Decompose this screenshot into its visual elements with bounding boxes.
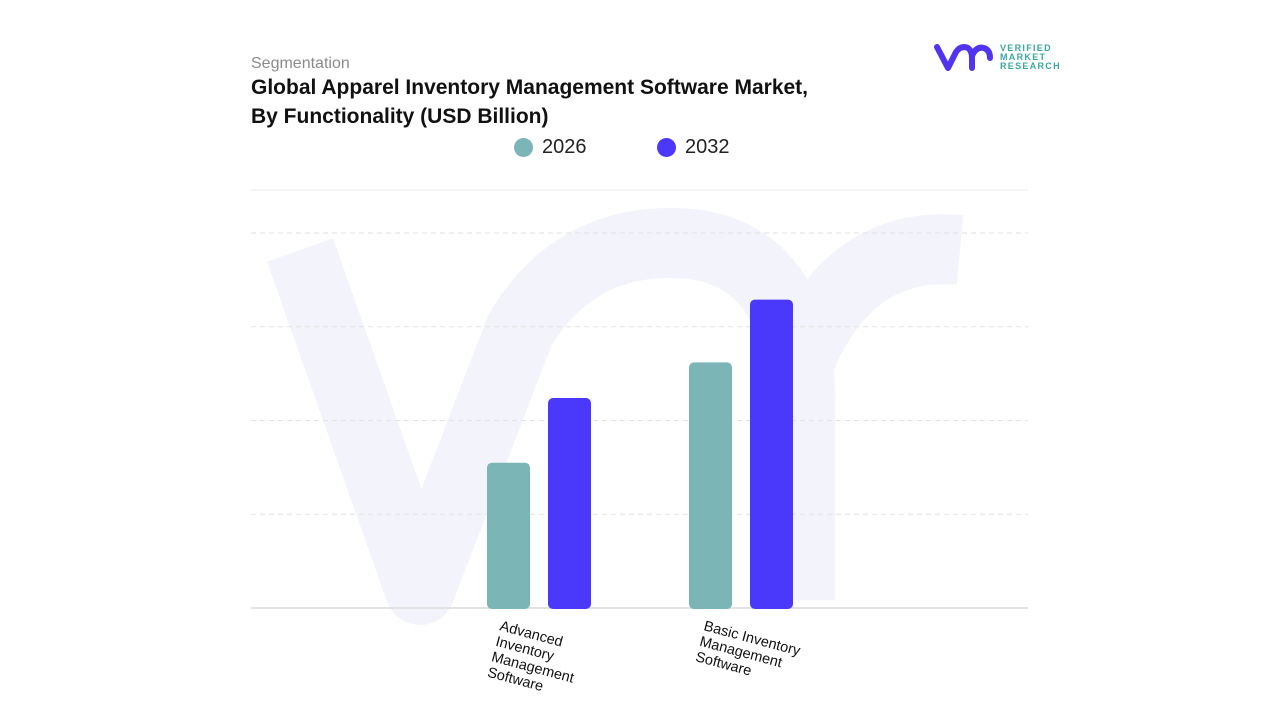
bar-2026-1 (689, 362, 732, 609)
logo-line: VERIFIED (1000, 42, 1052, 53)
segment-label: Segmentation (251, 55, 350, 72)
watermark (266, 208, 964, 625)
logo-line: RESEARCH (1000, 60, 1061, 71)
legend-item-2032: 2032 (657, 136, 730, 159)
logo-text: VERIFIED MARKET RESEARCH (1000, 42, 1061, 71)
x-tick-label: AdvancedInventoryManagementSoftware (486, 618, 584, 702)
legend-item-2026: 2026 (514, 136, 587, 159)
bar-2032-0 (548, 398, 591, 609)
legend-label: 2032 (685, 136, 730, 158)
chart-title: Global Apparel Inventory Management Soft… (251, 76, 809, 128)
bar-2032-1 (750, 299, 793, 609)
x-tick-label: Basic InventoryManagementSoftware (694, 618, 803, 690)
legend-swatch-2032 (657, 138, 676, 157)
vmr-logo: VERIFIED MARKET RESEARCH (934, 42, 1061, 72)
legend-swatch-2026 (514, 138, 533, 157)
legend-label: 2026 (542, 136, 587, 158)
bar-2026-0 (487, 462, 530, 609)
vmr-logo-mark-icon (934, 44, 993, 71)
logo-line: MARKET (1000, 51, 1047, 62)
